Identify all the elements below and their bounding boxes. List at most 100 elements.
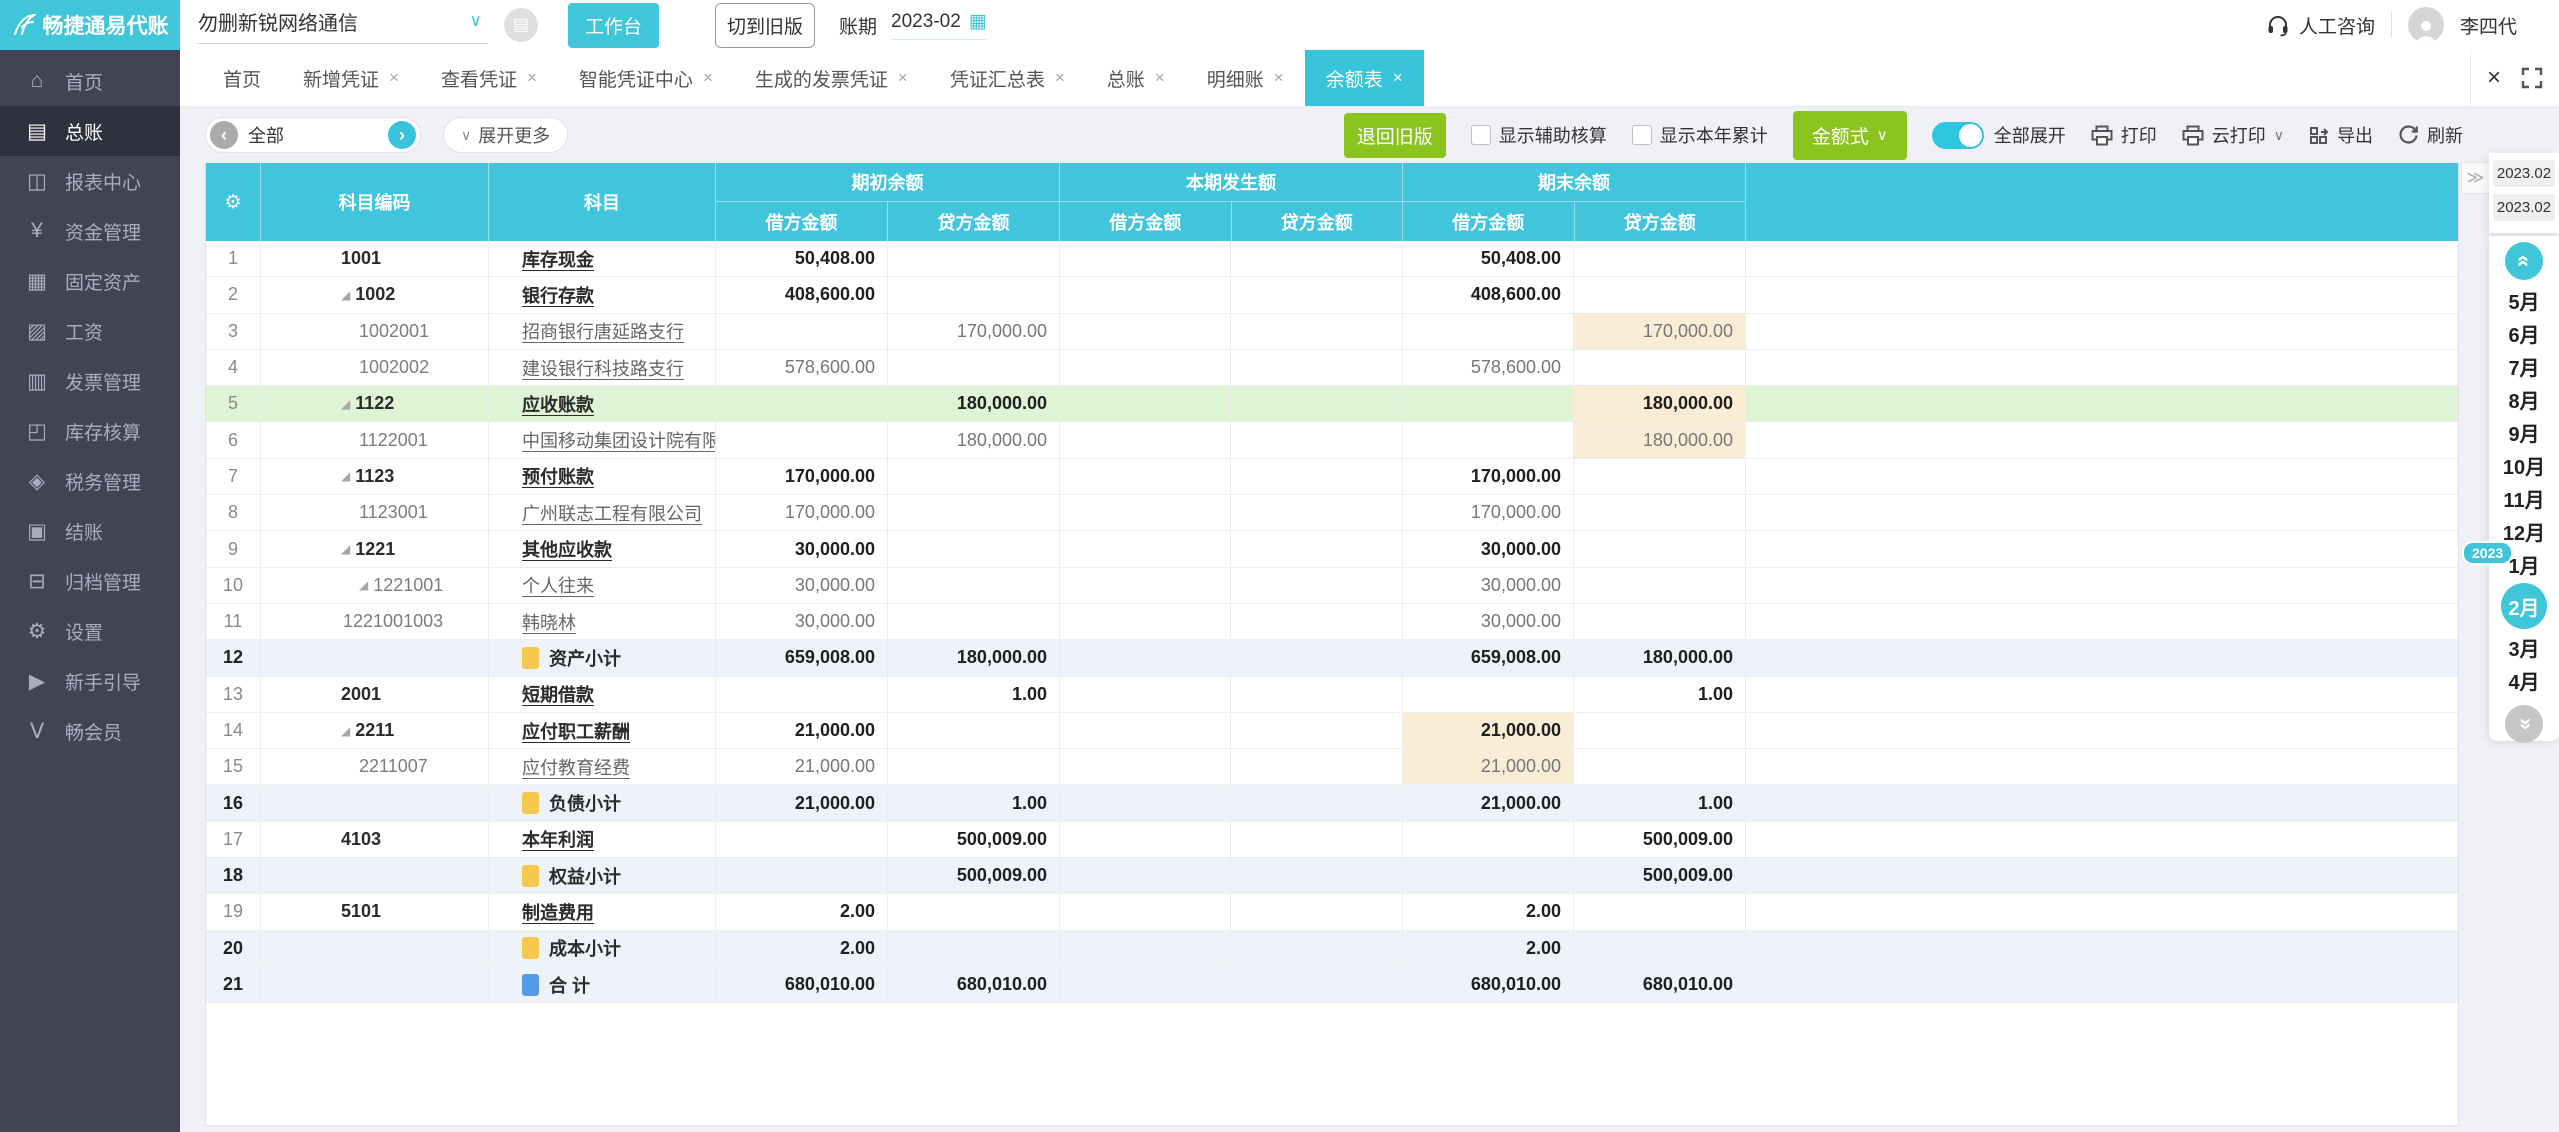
scroll-up-button[interactable]: « [2505,242,2543,280]
table-row[interactable]: 13 2001 短期借款 1.00 1.00 [206,676,2458,713]
month-8月[interactable]: 8月 [2508,391,2540,413]
month-3月[interactable]: 3月 [2508,639,2540,661]
period-box-start[interactable]: 2023.02 [2493,160,2555,187]
month-5月[interactable]: 5月 [2508,292,2540,314]
sidebar-item-report-center[interactable]: ◫ 报表中心 [0,156,180,206]
expand-triangle-icon[interactable]: ◢ [341,396,351,411]
show-aux-checkbox[interactable]: 显示辅助核算 [1470,122,1607,148]
close-tab-icon[interactable]: × [1273,68,1284,87]
table-row[interactable]: 5 ◢ 1122 应收账款 180,000.00 180,000.00 [206,386,2458,423]
table-row[interactable]: 8 1123001 广州联志工程有限公司 170,000.00 170,000.00 [206,495,2458,532]
expand-all-toggle[interactable] [1931,121,1984,149]
table-row[interactable]: 6 1122001 中国移动集团设计院有限公司陕 180,000.00 180,000.… [206,422,2458,459]
close-tab-icon[interactable]: × [526,68,537,87]
subject-name-link[interactable]: 短期借款 [522,685,594,706]
close-icon[interactable]: × [2486,64,2501,91]
close-tab-icon[interactable]: × [702,68,713,87]
month-4月[interactable]: 4月 [2508,672,2540,694]
support-button[interactable]: 人工咨询 [2266,12,2375,39]
export-button[interactable]: 导出 [2309,122,2373,148]
period-picker[interactable]: 2023-02 ▦ [891,10,987,40]
month-11月[interactable]: 11月 [2503,490,2545,512]
sidebar-item-guide[interactable]: ▶ 新手引导 [0,656,180,706]
column-settings-button[interactable]: ⚙ [206,163,261,241]
sidebar-item-invoice[interactable]: ▥ 发票管理 [0,356,180,406]
company-selector[interactable]: 勿删新锐网络通信 ∨ [196,7,488,44]
table-row[interactable]: 17 4103 本年利润 500,009.00 500,009.00 [206,821,2458,859]
subject-name-link[interactable]: 韩晓林 [522,612,576,633]
scroll-down-button[interactable]: « [2505,705,2543,743]
table-row[interactable]: 16 负债小计 21,000.00 1.00 21,000.00 1.00 [206,785,2458,822]
month-7月[interactable]: 7月 [2508,358,2540,380]
table-row[interactable]: 1 1001 库存现金 50,408.00 50,408.00 [206,241,2458,278]
avatar[interactable] [2407,7,2444,43]
table-row[interactable]: 2 ◢ 1002 银行存款 408,600.00 408,600.00 [206,277,2458,314]
back-old-version-button[interactable]: 退回旧版 [1343,112,1446,158]
month-10月[interactable]: 10月 [2502,457,2546,479]
table-row[interactable]: 4 1002002 建设银行科技路支行 578,600.00 578,600.00 [206,349,2458,387]
sidebar-item-funds[interactable]: ¥ 资金管理 [0,206,180,256]
table-row[interactable]: 14 ◢ 2211 应付职工薪酬 21,000.00 21,000.00 [206,712,2458,750]
sidebar-item-fixed-assets[interactable]: ▦ 固定资产 [0,256,180,306]
tab-detail-ledger[interactable]: 明细账 × [1186,50,1305,106]
clipboard-icon[interactable]: ▤ [504,8,538,42]
subject-name-link[interactable]: 应付职工薪酬 [522,721,630,742]
tab-smart-voucher-center[interactable]: 智能凭证中心 × [558,50,734,106]
expand-triangle-icon[interactable]: ◢ [359,578,369,593]
close-tab-icon[interactable]: × [1392,68,1403,87]
close-tab-icon[interactable]: × [1054,68,1065,87]
tab-balance-sheet[interactable]: 余额表 × [1304,50,1424,106]
subject-filter[interactable]: ‹ 全部 › [205,117,421,153]
sidebar-item-inventory[interactable]: ◰ 库存核算 [0,406,180,456]
close-tab-icon[interactable]: × [389,68,399,87]
subject-name-link[interactable]: 制造费用 [522,902,594,923]
tab-new-voucher[interactable]: 新增凭证 × [282,50,420,106]
subject-name-link[interactable]: 本年利润 [522,830,594,851]
table-row[interactable]: 10 ◢ 1221001 个人往来 30,000.00 30,000.00 [206,567,2458,604]
tab-view-voucher[interactable]: 查看凭证 × [420,50,558,106]
table-row[interactable]: 7 ◢ 1123 预付账款 170,000.00 170,000.00 [206,458,2458,496]
month-6月[interactable]: 6月 [2508,325,2540,347]
table-row[interactable]: 11 1221001003 韩晓林 30,000.00 30,000.00 [206,603,2458,641]
prev-subject-icon[interactable]: ‹ [210,121,238,149]
sidebar-item-settings[interactable]: ⚙ 设置 [0,606,180,656]
switch-old-version-button[interactable]: 切到旧版 [715,2,816,48]
sidebar-item-archive[interactable]: ⊟ 归档管理 [0,556,180,606]
sidebar-item-payroll[interactable]: ▨ 工资 [0,306,180,356]
tab-voucher-summary[interactable]: 凭证汇总表 × [929,50,1086,106]
show-ytd-checkbox[interactable]: 显示本年累计 [1631,122,1768,148]
month-9月[interactable]: 9月 [2508,424,2540,446]
table-row[interactable]: 9 ◢ 1221 其他应收款 30,000.00 30,000.00 [206,531,2458,568]
sidebar-item-home[interactable]: ⌂ 首页 [0,56,180,106]
collapse-panel-button[interactable]: ≫ [2461,162,2490,194]
table-row[interactable]: 21 合 计 680,010.00 680,010.00 680,010.00 680,0… [206,966,2458,1004]
table-row[interactable]: 3 1002001 招商银行唐延路支行 170,000.00 170,000.00 [206,313,2458,350]
subject-name-link[interactable]: 个人往来 [522,576,594,597]
close-tab-icon[interactable]: × [1154,68,1165,87]
current-user[interactable]: 李四代 [2459,16,2517,38]
subject-name-link[interactable]: 预付账款 [522,467,594,488]
print-button[interactable]: 打印 [2091,122,2157,148]
subject-name-link[interactable]: 招商银行唐延路支行 [522,322,684,343]
sidebar-item-member[interactable]: Ⅴ 畅会员 [0,706,180,756]
subject-name-link[interactable]: 中国移动集团设计院有限公司陕 [522,431,715,452]
table-row[interactable]: 19 5101 制造费用 2.00 2.00 [206,894,2458,931]
subject-name-link[interactable]: 其他应收款 [522,540,612,561]
table-row[interactable]: 18 权益小计 500,009.00 500,009.00 [206,858,2458,895]
period-box-end[interactable]: 2023.02 [2493,194,2555,221]
fullscreen-icon[interactable] [2521,67,2543,89]
subject-name-link[interactable]: 建设银行科技路支行 [522,358,684,379]
subject-name-link[interactable]: 库存现金 [522,249,594,270]
tab-home[interactable]: 首页 [202,50,282,106]
month-1月[interactable]: 1月 [2508,556,2540,578]
sidebar-item-tax[interactable]: ◈ 税务管理 [0,456,180,506]
expand-more-button[interactable]: ∨ 展开更多 [443,117,569,153]
subject-name-link[interactable]: 应收账款 [522,394,594,415]
close-tab-icon[interactable]: × [897,68,908,87]
expand-triangle-icon[interactable]: ◢ [341,542,351,557]
table-row[interactable]: 15 2211007 应付教育经费 21,000.00 21,000.00 [206,749,2458,786]
subject-name-link[interactable]: 应付教育经费 [522,757,630,778]
table-row[interactable]: 12 资产小计 659,008.00 180,000.00 659,008.00 180,… [206,640,2458,677]
expand-triangle-icon[interactable]: ◢ [341,287,351,302]
expand-triangle-icon[interactable]: ◢ [341,469,351,484]
